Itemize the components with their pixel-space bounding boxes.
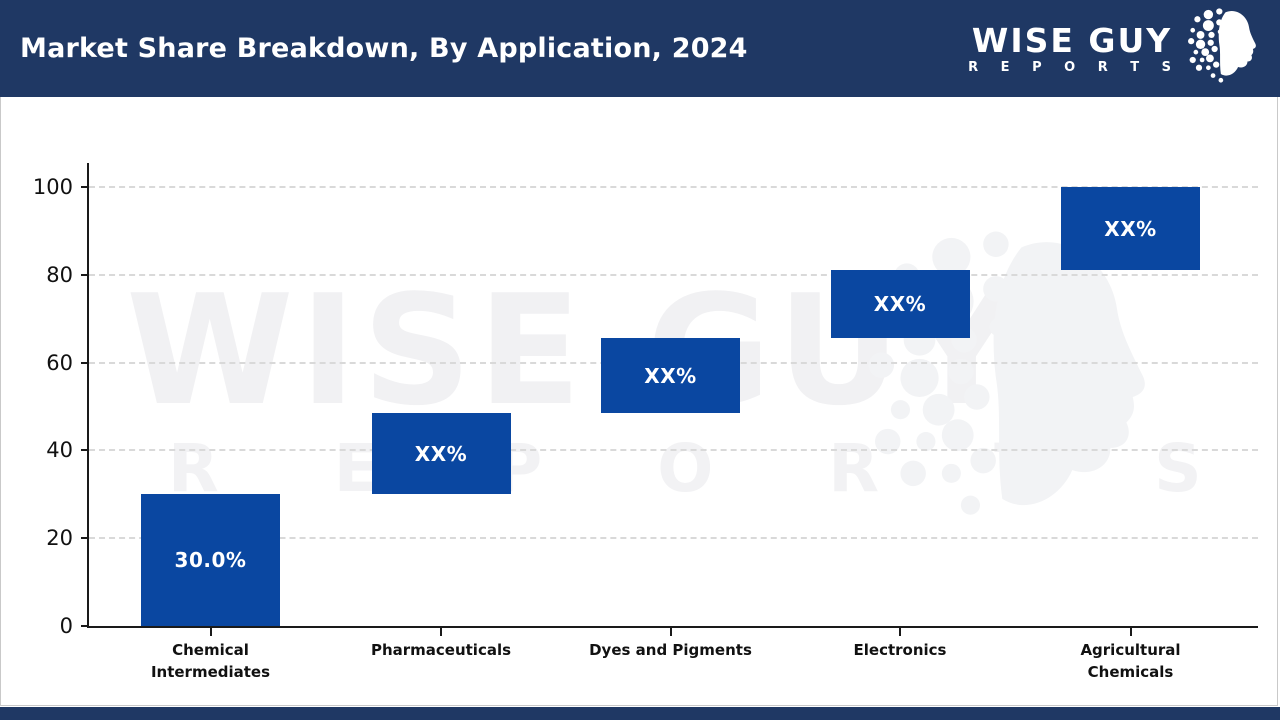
y-tick-label: 80 [46,262,73,287]
x-category-label-dyes-and-pigments: Dyes and Pigments [556,640,786,662]
logo-wordmark-main: WISE GUY [971,20,1173,60]
header: Market Share Breakdown, By Application, … [0,0,1280,97]
y-tick-mark [81,625,89,627]
gridline [89,273,1258,276]
x-category-label-line: Pharmaceuticals [370,641,512,659]
gridline [89,537,1258,540]
x-category-label-agricultural-chemicals: Agricultural Chemicals [1016,640,1246,684]
x-category-label-line: Dyes and Pigments [589,641,752,659]
x-tick-mark [1129,628,1132,636]
wiseguy-logo: WISE GUY R E P O R T S [964,6,1266,92]
y-tick-mark [81,186,89,188]
y-tick-label: 60 [46,350,73,375]
y-tick-label: 100 [32,175,73,199]
x-category-label-line: Electronics [853,641,947,659]
bar-electronics: XX% [830,270,970,339]
x-category-label-line: Chemicals [1087,662,1174,681]
bar-agricultural-chemicals: XX% [1061,187,1200,271]
gridline [89,186,1258,188]
y-tick-mark [81,273,89,276]
bar-pharmaceuticals: XX% [371,413,511,495]
bar-dyes-and-pigments: XX% [601,338,740,414]
chart-title: Market Share Breakdown, By Application, … [20,33,748,64]
x-category-label-line: Chemical [172,641,249,659]
footer-bar [0,707,1280,720]
y-tick-label: 40 [46,438,73,463]
x-tick-mark [899,628,901,636]
x-category-label-pharmaceuticals: Pharmaceuticals [326,640,556,662]
logo-wordmark-sub: R E P O R T S [968,59,1180,75]
x-category-label-line: Agricultural [1080,641,1181,659]
x-axis-line [87,626,1258,628]
bar-value-label: 30.0% [174,548,247,573]
x-tick-mark [440,628,442,636]
wiseguy-face-icon [1188,7,1256,83]
x-tick-mark [669,628,672,636]
x-category-label-chemical-intermediates: Chemical Intermediates [96,640,326,684]
x-category-label-line: Intermediates [150,662,271,681]
bar-value-label: XX% [414,441,468,466]
x-category-label-electronics: Electronics [785,640,1015,662]
x-tick-mark [209,628,212,636]
bar-value-label: XX% [873,292,927,317]
y-tick-mark [81,361,89,364]
bar-chemical-intermediates: 30.0% [141,494,280,626]
y-tick-label: 0 [59,614,73,638]
bar-value-label: XX% [1104,216,1157,241]
y-tick-mark [81,537,89,540]
logo-wordmark: WISE GUY R E P O R T S [964,24,1180,74]
y-axis-line [87,163,89,628]
gridline [89,449,1258,452]
y-tick-label: 20 [46,526,73,551]
bar-value-label: XX% [644,363,697,388]
y-tick-mark [81,449,89,452]
